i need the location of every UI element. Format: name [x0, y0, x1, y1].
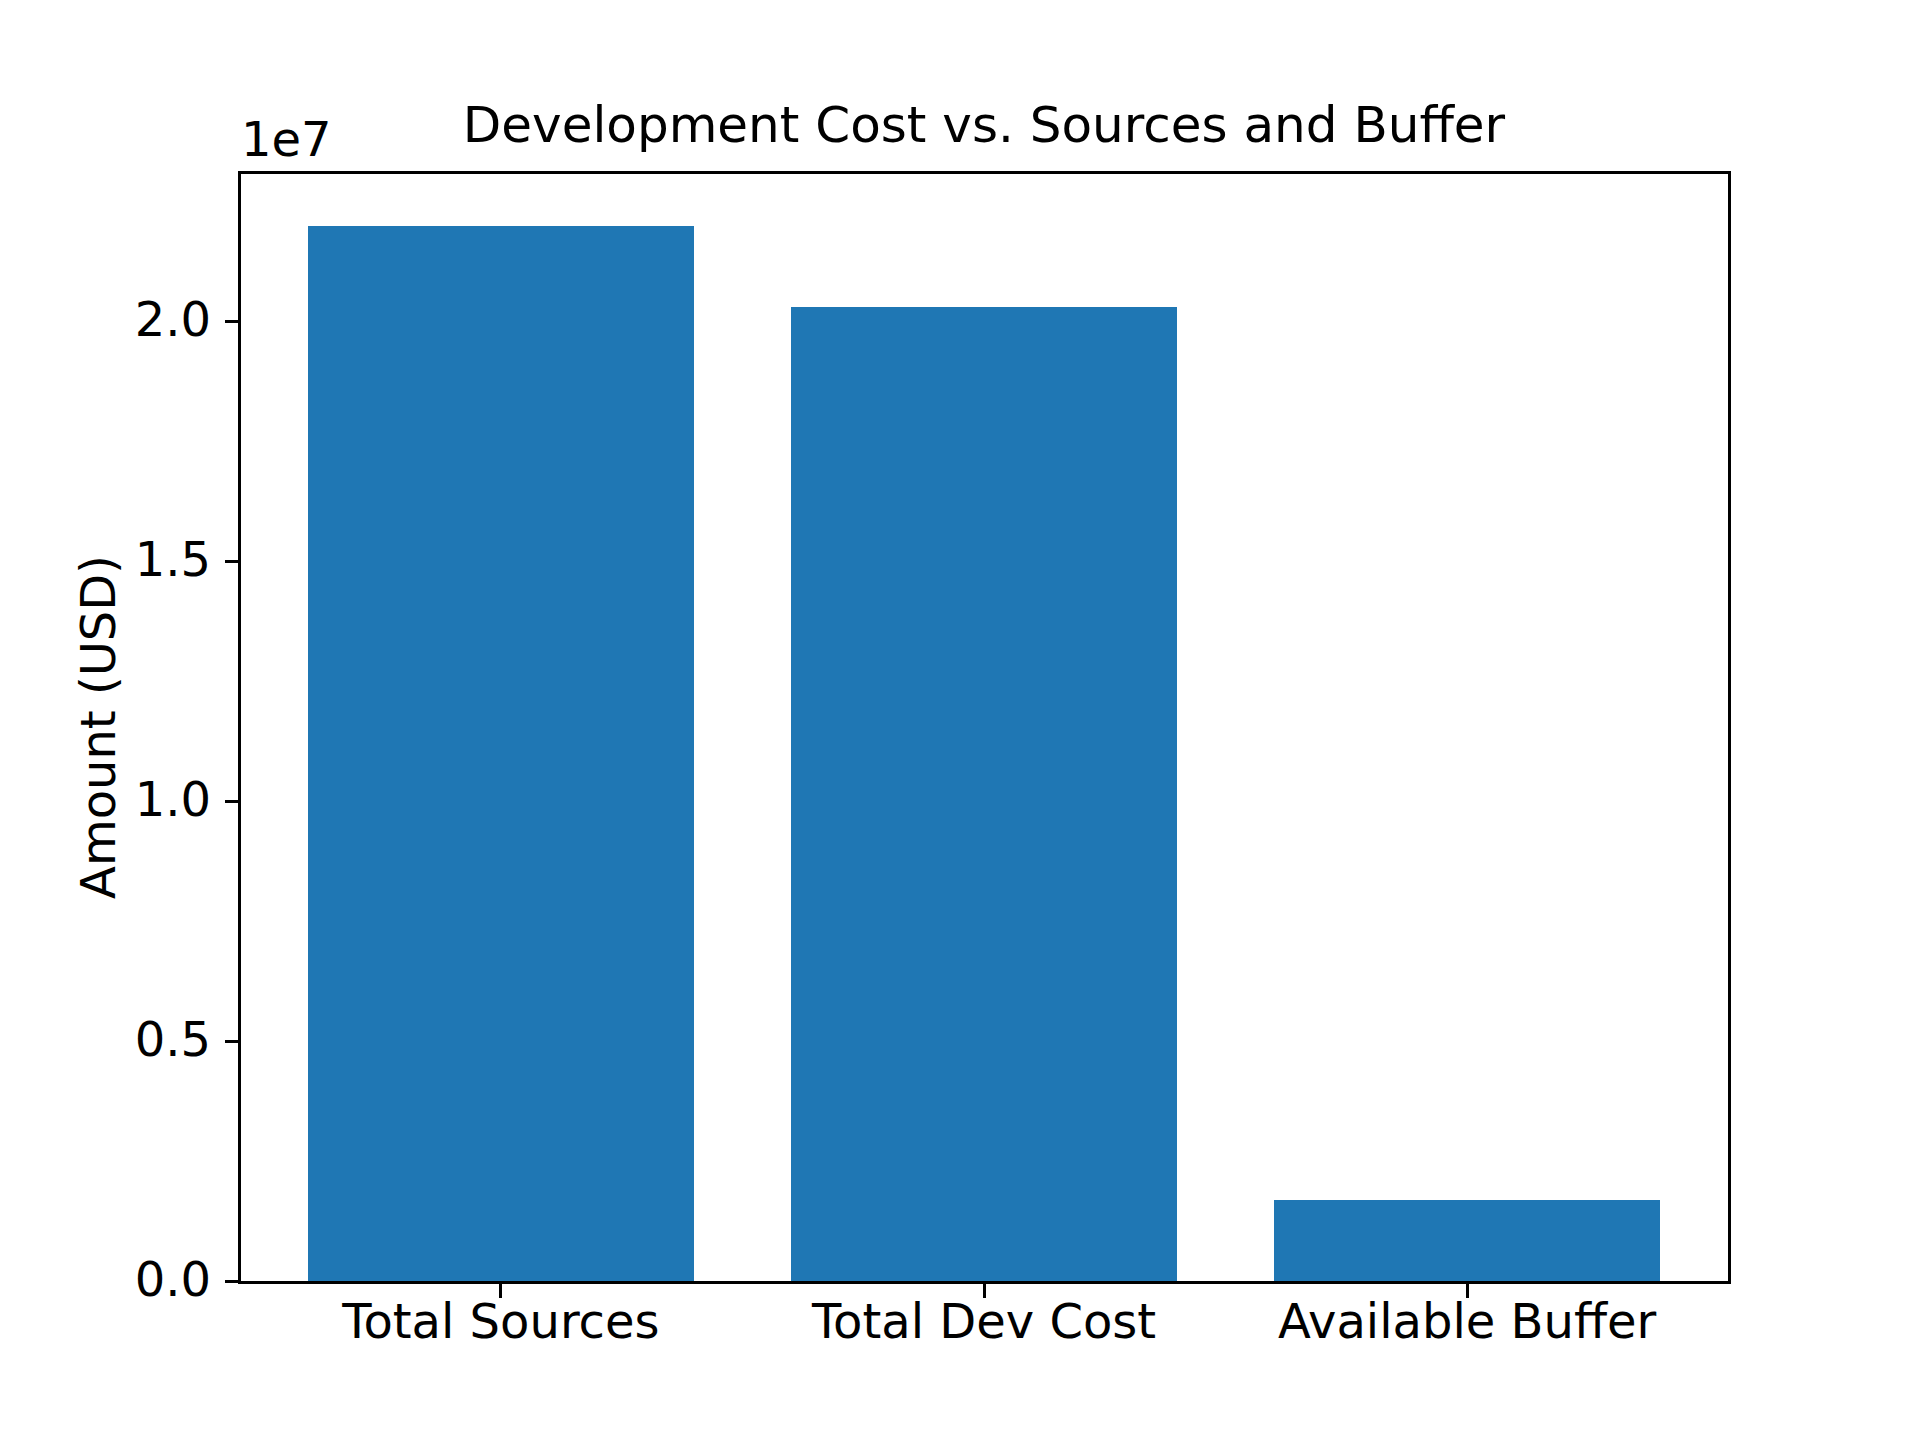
- y-tick-mark: [225, 320, 240, 323]
- figure: Development Cost vs. Sources and Buffer …: [0, 0, 1920, 1440]
- x-tick-label: Total Dev Cost: [812, 1297, 1156, 1345]
- y-tick-label: 0.0: [0, 1255, 211, 1303]
- y-tick-mark: [225, 560, 240, 563]
- y-tick-label: 1.5: [0, 535, 211, 583]
- y-tick-label: 1.0: [0, 775, 211, 823]
- y-tick-mark: [225, 1280, 240, 1283]
- y-tick-mark: [225, 1040, 240, 1043]
- y-tick-label: 2.0: [0, 295, 211, 343]
- y-tick-mark: [225, 800, 240, 803]
- ticks-layer: Total Sources Total Dev Cost Available Buf…: [0, 0, 1920, 1440]
- x-tick-label: Available Buffer: [1278, 1297, 1656, 1345]
- y-tick-label: 0.5: [0, 1015, 211, 1063]
- x-tick-label: Total Sources: [342, 1297, 659, 1345]
